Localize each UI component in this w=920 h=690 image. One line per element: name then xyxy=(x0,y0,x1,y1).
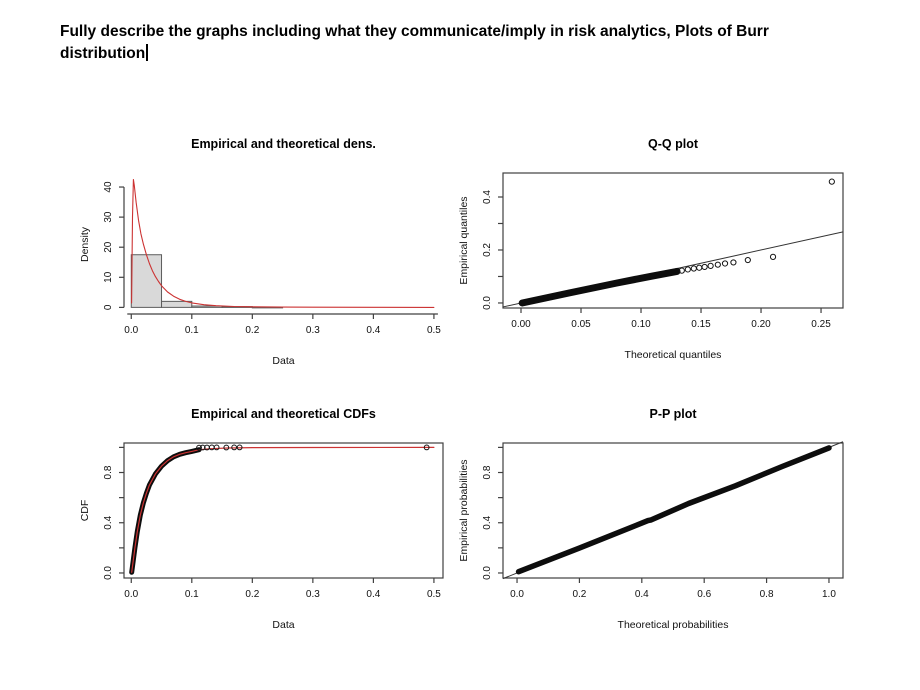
empirical-point-band xyxy=(518,267,681,307)
svg-text:0.8: 0.8 xyxy=(760,589,774,600)
svg-text:0.2: 0.2 xyxy=(572,589,586,600)
y-axis-label: Empirical probabilities xyxy=(458,459,470,561)
svg-text:0.05: 0.05 xyxy=(571,319,591,330)
x-axis-label: Data xyxy=(272,355,294,367)
svg-text:0: 0 xyxy=(103,304,114,310)
svg-text:0.8: 0.8 xyxy=(103,465,114,479)
y-axis-label: Density xyxy=(79,226,91,262)
density-plot: Empirical and theoretical dens. 0.0 0.1 0.2… xyxy=(79,137,441,367)
svg-text:0.3: 0.3 xyxy=(306,325,320,336)
chart-title: Q-Q plot xyxy=(648,137,699,151)
y-axis: 0.0 0.4 0.8 xyxy=(103,446,124,580)
y-axis: 0.0 0.2 0.4 xyxy=(482,190,503,310)
data-points xyxy=(196,444,430,451)
svg-text:0.1: 0.1 xyxy=(185,325,199,336)
svg-text:40: 40 xyxy=(103,181,114,193)
svg-text:0.4: 0.4 xyxy=(366,325,380,336)
svg-text:0.20: 0.20 xyxy=(751,319,771,330)
svg-text:0.1: 0.1 xyxy=(185,589,199,600)
data-points xyxy=(678,178,835,274)
svg-text:0.5: 0.5 xyxy=(427,589,441,600)
svg-text:0.2: 0.2 xyxy=(245,325,259,336)
theoretical-curve xyxy=(131,446,435,573)
x-axis: 0.0 0.2 0.4 0.6 0.8 1.0 xyxy=(510,578,836,600)
svg-text:0.4: 0.4 xyxy=(366,589,380,600)
prompt-text-line1: Fully describe the graphs including what… xyxy=(60,23,769,40)
svg-text:0.0: 0.0 xyxy=(482,566,493,580)
plot-box xyxy=(123,442,444,579)
svg-text:0.25: 0.25 xyxy=(811,319,831,330)
x-axis-label: Data xyxy=(272,619,294,631)
prompt-text-line2: distribution xyxy=(60,45,146,62)
svg-text:0.0: 0.0 xyxy=(103,566,114,580)
svg-text:0.0: 0.0 xyxy=(124,325,138,336)
pp-plot: P-P plot 0.0 0.2 0.4 0.6 0.8 1.0 Theoretical pr… xyxy=(458,407,844,631)
y-axis-label: CDF xyxy=(79,500,91,522)
svg-text:1.0: 1.0 xyxy=(822,589,836,600)
document-prompt[interactable]: Fully describe the graphs including what… xyxy=(60,21,870,65)
svg-text:0.10: 0.10 xyxy=(631,319,651,330)
svg-text:0.4: 0.4 xyxy=(482,515,493,529)
svg-text:0.3: 0.3 xyxy=(306,589,320,600)
svg-text:10: 10 xyxy=(103,271,114,283)
svg-text:0.0: 0.0 xyxy=(482,296,493,310)
theoretical-curve xyxy=(131,178,435,308)
svg-text:0.4: 0.4 xyxy=(103,515,114,529)
x-axis: 0.00 0.05 0.10 0.15 0.20 0.25 xyxy=(511,308,831,330)
svg-text:20: 20 xyxy=(103,241,114,253)
svg-text:0.4: 0.4 xyxy=(635,589,649,600)
text-cursor xyxy=(146,44,148,61)
qq-plot: Q-Q plot 0.00 0.05 0.10 0.15 0.20 0.25 Theoreti… xyxy=(458,137,844,361)
svg-text:0.2: 0.2 xyxy=(245,589,259,600)
svg-text:0.2: 0.2 xyxy=(482,243,493,257)
plot-box xyxy=(502,442,844,579)
svg-text:0.6: 0.6 xyxy=(697,589,711,600)
svg-text:0.0: 0.0 xyxy=(510,589,524,600)
y-axis-label: Empirical quantiles xyxy=(458,196,470,284)
x-axis-label: Theoretical probabilities xyxy=(618,619,729,631)
svg-text:0.15: 0.15 xyxy=(691,319,711,330)
svg-text:30: 30 xyxy=(103,211,114,223)
empirical-point-band xyxy=(515,445,832,575)
y-axis: 0 10 20 30 40 xyxy=(103,181,125,310)
svg-text:0.00: 0.00 xyxy=(511,319,531,330)
svg-text:0.0: 0.0 xyxy=(124,589,138,600)
x-axis: 0.0 0.1 0.2 0.3 0.4 0.5 xyxy=(124,578,441,600)
plot-box xyxy=(502,172,844,309)
svg-text:0.5: 0.5 xyxy=(427,325,441,336)
chart-title: Empirical and theoretical dens. xyxy=(191,137,376,151)
y-axis: 0.0 0.4 0.8 xyxy=(482,446,503,580)
svg-text:0.8: 0.8 xyxy=(482,465,493,479)
chart-title: P-P plot xyxy=(650,407,698,421)
chart-title: Empirical and theoretical CDFs xyxy=(191,407,376,421)
histogram-bars xyxy=(130,254,284,309)
x-axis: 0.0 0.1 0.2 0.3 0.4 0.5 xyxy=(124,313,441,336)
svg-text:0.4: 0.4 xyxy=(482,190,493,204)
x-axis-label: Theoretical quantiles xyxy=(625,349,722,361)
